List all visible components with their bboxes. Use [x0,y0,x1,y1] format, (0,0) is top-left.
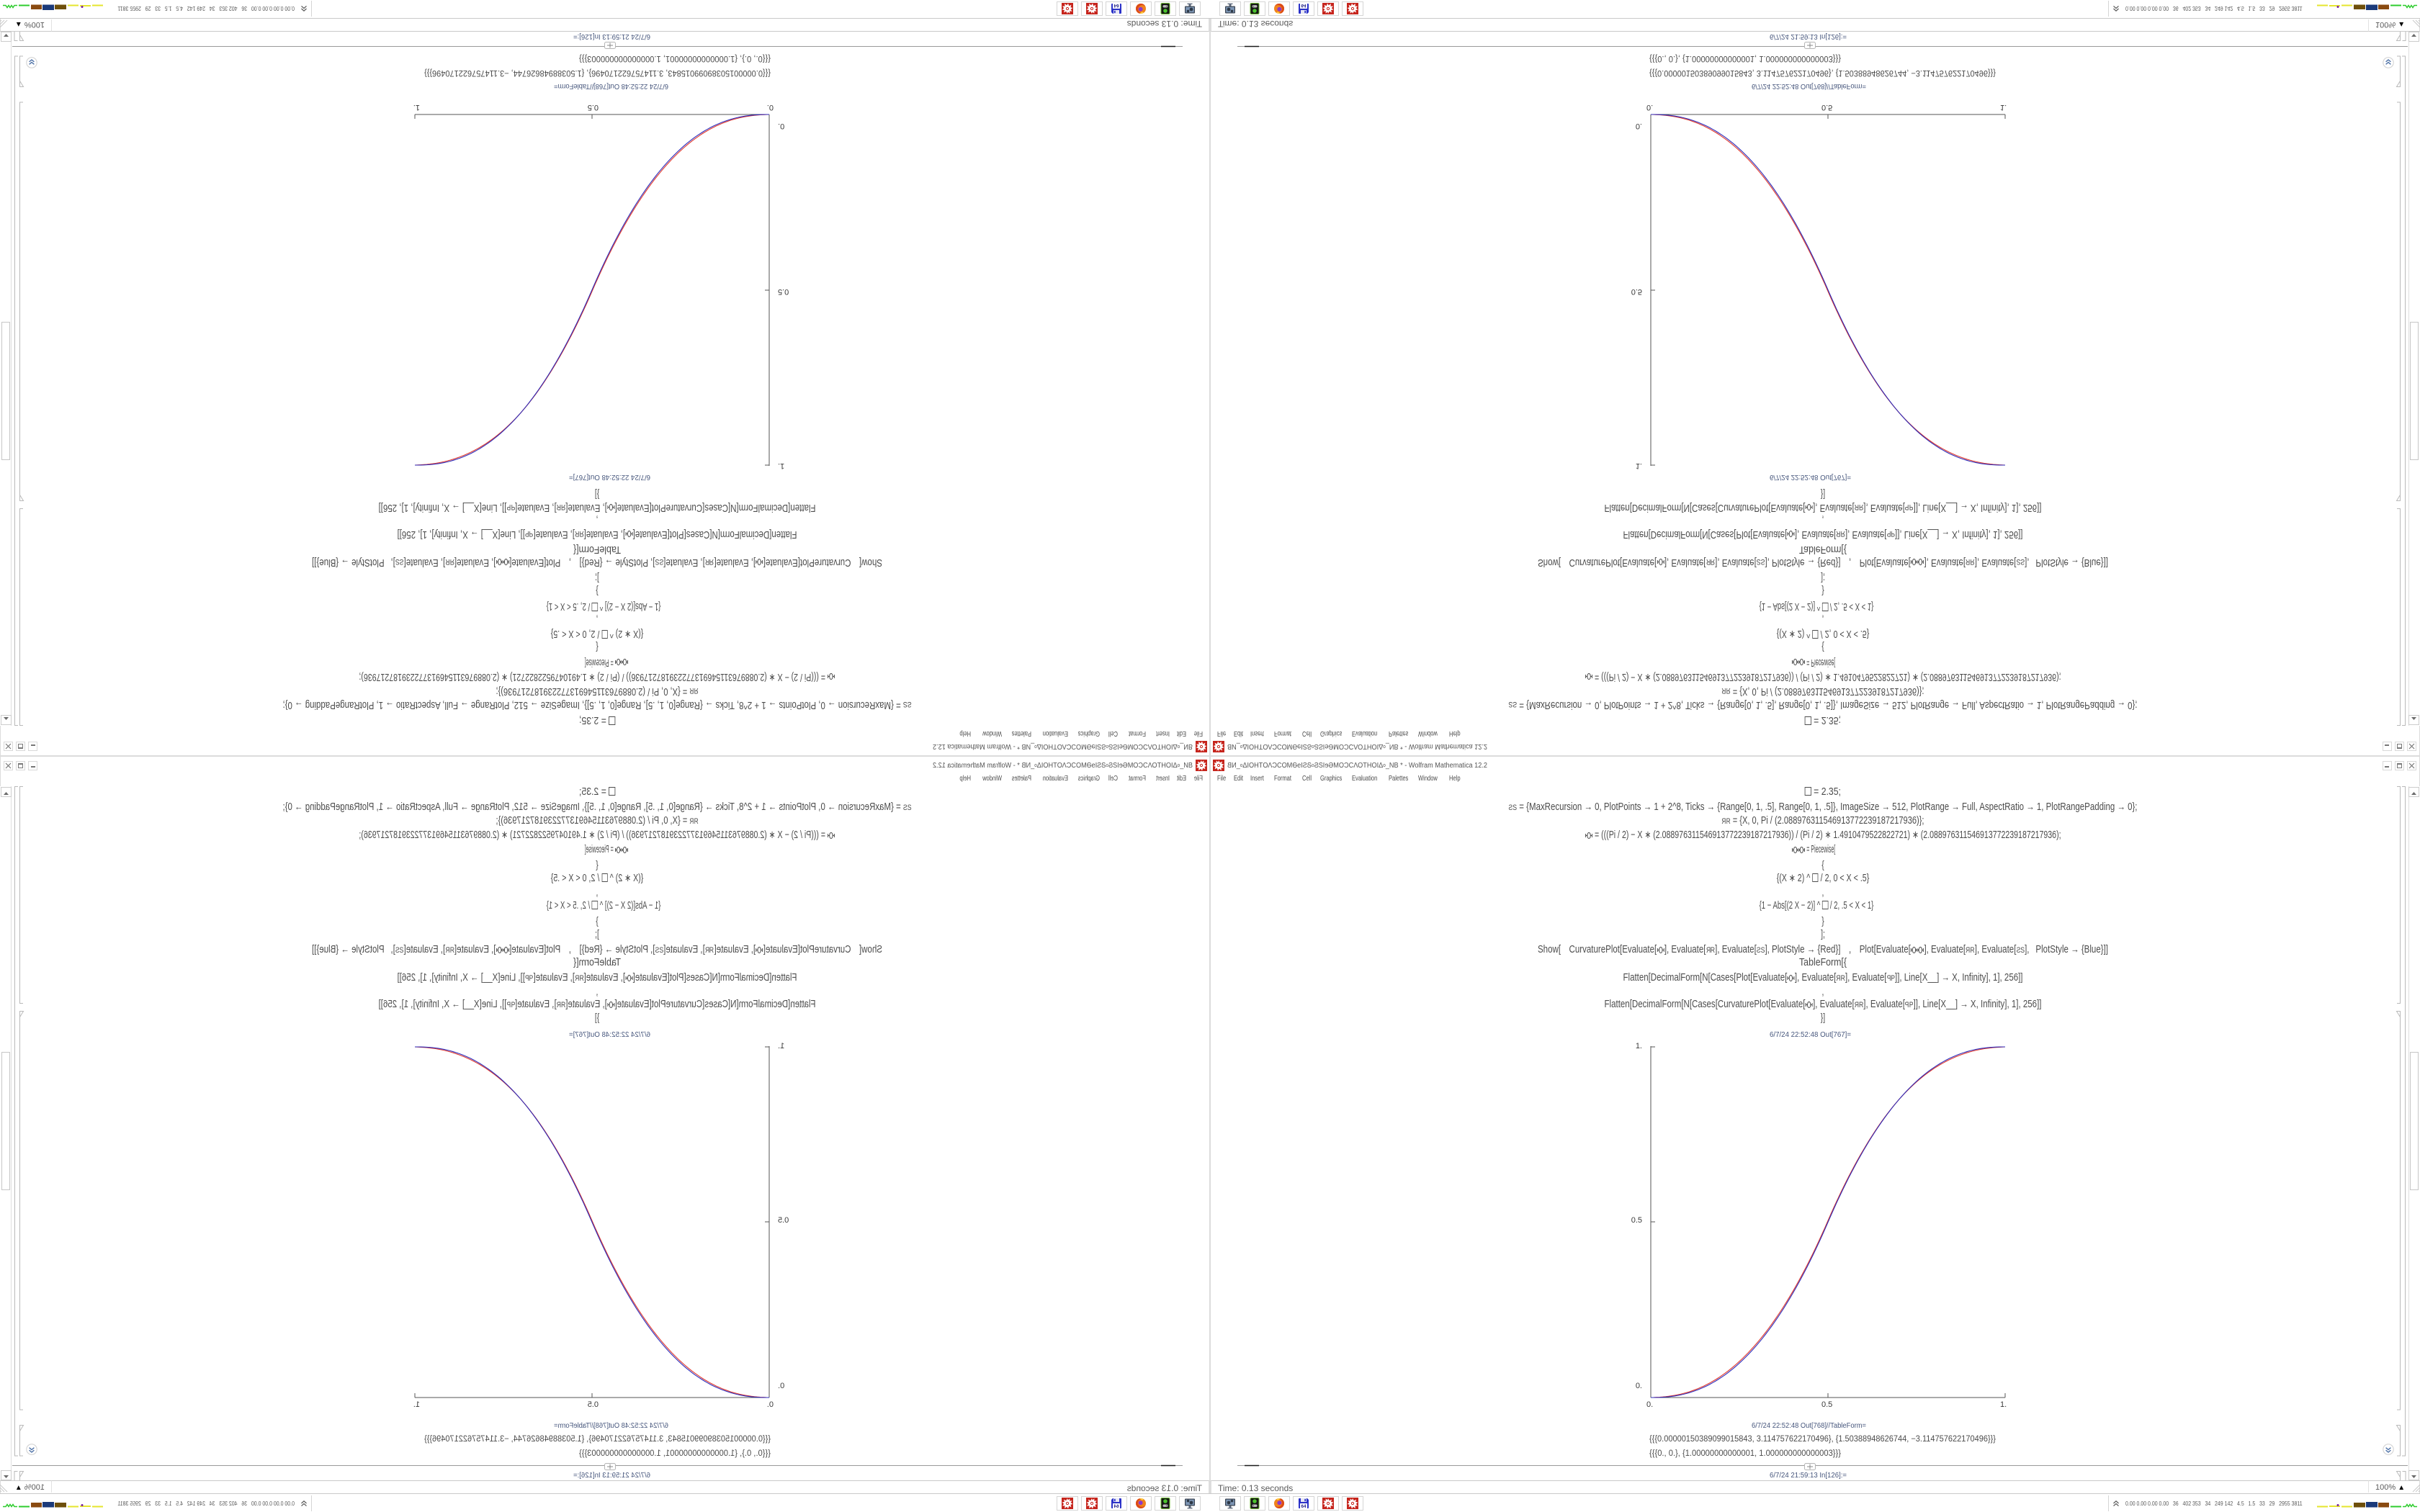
svg-text:64: 64 [1113,4,1119,9]
svg-text:64: 64 [1113,1504,1119,1509]
svg-text:64: 64 [1301,1504,1307,1509]
svg-text:64: 64 [1301,4,1307,9]
